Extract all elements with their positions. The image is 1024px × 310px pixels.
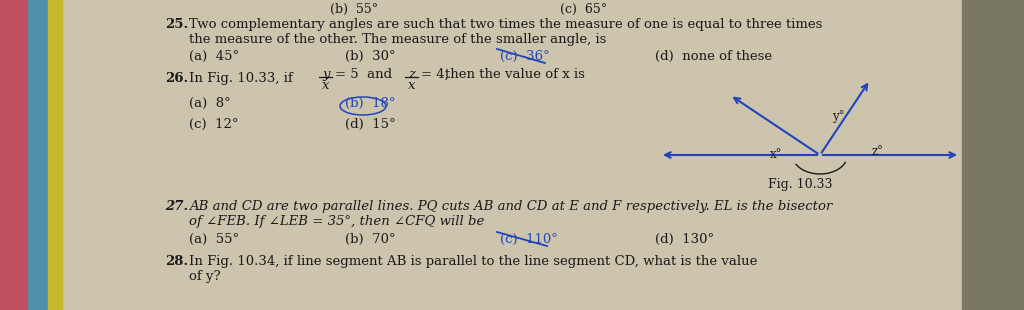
Text: (c)  110°: (c) 110°	[500, 233, 558, 246]
Text: In Fig. 10.34, if line segment AB is parallel to the line segment CD, what is th: In Fig. 10.34, if line segment AB is par…	[189, 255, 758, 268]
Text: Fig. 10.33: Fig. 10.33	[768, 178, 833, 191]
Text: z°: z°	[872, 145, 884, 158]
Text: = 5  and: = 5 and	[335, 68, 392, 81]
Text: (d)  130°: (d) 130°	[655, 233, 714, 246]
Text: 28.: 28.	[165, 255, 188, 268]
Text: the measure of the other. The measure of the smaller angle, is: the measure of the other. The measure of…	[189, 33, 606, 46]
Text: (a)  45°: (a) 45°	[189, 50, 240, 63]
Text: x: x	[408, 79, 416, 92]
Text: (a)  8°: (a) 8°	[189, 97, 230, 110]
Text: AB and CD are two parallel lines. PQ cuts AB and CD at E and F respectively. EL : AB and CD are two parallel lines. PQ cut…	[189, 200, 833, 213]
Text: (d)  none of these: (d) none of these	[655, 50, 772, 63]
Bar	[0, 0, 28, 310]
Text: y°: y°	[831, 110, 845, 123]
Text: 26.: 26.	[165, 72, 188, 85]
Text: = 4,: = 4,	[421, 68, 449, 81]
Text: 31.: 31.	[967, 3, 989, 16]
Text: (b)  70°: (b) 70°	[345, 233, 395, 246]
Bar	[28, 0, 48, 310]
Text: x: x	[322, 79, 330, 92]
Text: 27.: 27.	[165, 200, 188, 213]
Text: In Fig. 10.33, if: In Fig. 10.33, if	[189, 72, 293, 85]
Text: (d)  15°: (d) 15°	[345, 118, 395, 131]
Text: (c)  36°: (c) 36°	[500, 50, 550, 63]
Text: then the value of x is: then the value of x is	[445, 68, 585, 81]
Text: Two complementary angles are such that two times the measure of one is equal to : Two complementary angles are such that t…	[189, 18, 822, 31]
Text: 32: 32	[967, 140, 984, 153]
Text: of y?: of y?	[189, 270, 220, 283]
Text: (b)  55°: (b) 55°	[330, 3, 378, 16]
Bar	[48, 0, 62, 310]
Text: (b)  30°: (b) 30°	[345, 50, 395, 63]
Text: z: z	[408, 68, 415, 81]
Text: y: y	[322, 68, 330, 81]
Text: (c)  12°: (c) 12°	[189, 118, 239, 131]
Bar	[962, 0, 1024, 310]
Text: (b)  18°: (b) 18°	[345, 97, 395, 110]
Text: (a)  55°: (a) 55°	[189, 233, 240, 246]
Text: 25.: 25.	[165, 18, 188, 31]
Text: of ∠FEB. If ∠LEB = 35°, then ∠CFQ will be: of ∠FEB. If ∠LEB = 35°, then ∠CFQ will b…	[189, 215, 484, 228]
Text: (c)  65°: (c) 65°	[560, 3, 607, 16]
Text: x°: x°	[770, 148, 782, 161]
